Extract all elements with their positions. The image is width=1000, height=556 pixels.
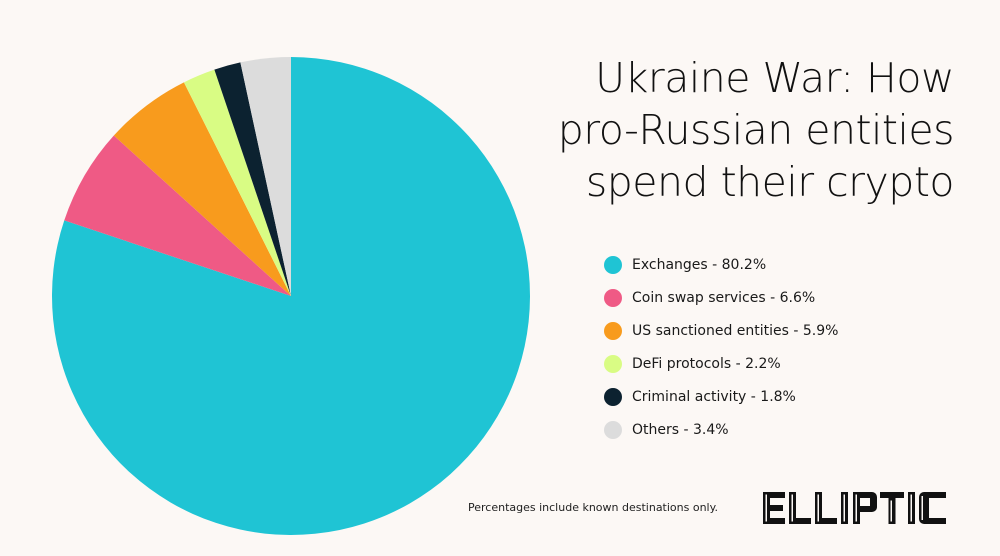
legend-dot-others — [604, 421, 622, 439]
legend-item: Others - 3.4% — [604, 419, 838, 441]
legend: Exchanges - 80.2% Coin swap services - 6… — [604, 254, 838, 452]
title-line-2: pro-Russian entities — [557, 106, 955, 154]
legend-label: Criminal activity - 1.8% — [632, 389, 796, 405]
legend-label: Others - 3.4% — [632, 422, 729, 438]
legend-item: US sanctioned entities - 5.9% — [604, 320, 838, 342]
legend-item: Coin swap services - 6.6% — [604, 287, 838, 309]
legend-item: DeFi protocols - 2.2% — [604, 353, 838, 375]
pie-slice-others — [240, 57, 291, 296]
legend-dot-exchanges — [604, 256, 622, 274]
pie-slice-us-sanctioned-entities — [113, 82, 291, 296]
legend-dot-defi — [604, 355, 622, 373]
legend-dot-us-sanctioned — [604, 322, 622, 340]
legend-item: Exchanges - 80.2% — [604, 254, 838, 276]
legend-dot-coin-swap — [604, 289, 622, 307]
pie-slice-coin-swap-services — [64, 135, 292, 296]
legend-item: Criminal activity - 1.8% — [604, 386, 838, 408]
footnote: Percentages include known destinations o… — [468, 501, 719, 514]
legend-label: Coin swap services - 6.6% — [632, 290, 816, 306]
legend-label: US sanctioned entities - 5.9% — [632, 323, 839, 339]
pie-slice-exchanges — [52, 57, 530, 536]
legend-dot-criminal — [604, 388, 622, 406]
title-line-1: Ukraine War: How — [595, 54, 954, 102]
elliptic-logo — [763, 492, 946, 524]
pie-slice-criminal-activity — [214, 62, 291, 296]
chart-title: Ukraine War: How pro-Russian entities sp… — [534, 52, 955, 208]
legend-label: Exchanges - 80.2% — [632, 257, 767, 273]
title-line-3: spend their crypto — [585, 158, 955, 206]
legend-label: DeFi protocols - 2.2% — [632, 356, 781, 372]
pie-slice-defi-protocols — [183, 69, 291, 297]
